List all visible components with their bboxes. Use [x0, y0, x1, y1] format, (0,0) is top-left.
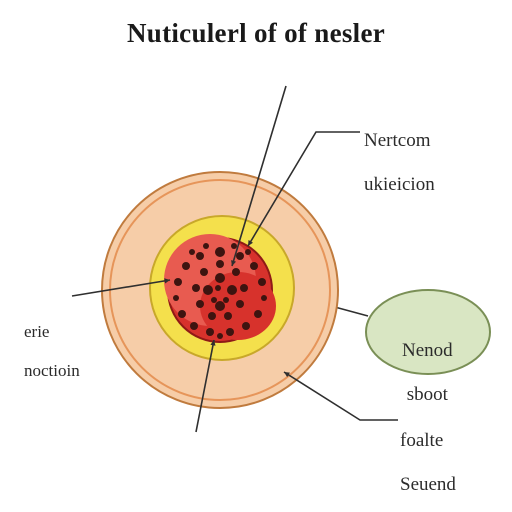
label-text: Seuend	[400, 474, 456, 495]
label-text: ukieicion	[364, 174, 435, 195]
label-text: erie	[24, 322, 49, 341]
label-top-right: Nertcom ukieicion	[364, 108, 435, 195]
label-text: Nertcom	[364, 130, 430, 151]
label-side-ellipse: Nenod sboot	[402, 318, 453, 405]
label-bottom-right: foalte Seuend	[400, 408, 456, 495]
label-text: noctioin	[24, 361, 80, 380]
diagram-canvas: Nuticulerl of of nesler Nertcom ukieicio…	[0, 0, 512, 512]
label-text: sboot	[407, 384, 448, 405]
label-left: erie noctioin	[24, 302, 80, 380]
label-text: Nenod	[402, 340, 453, 361]
label-text: foalte	[400, 430, 443, 451]
